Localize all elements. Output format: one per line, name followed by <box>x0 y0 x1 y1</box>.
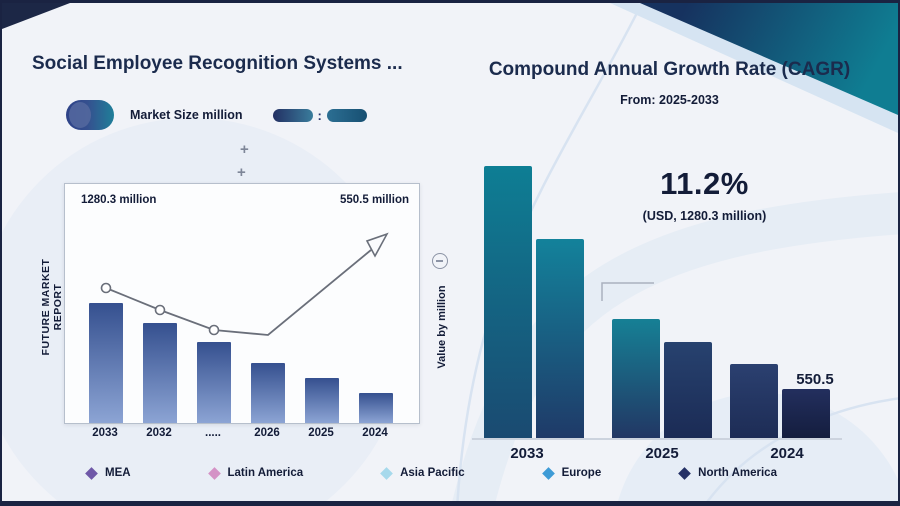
plus-decoration: + <box>237 164 246 181</box>
left-chart-title: Social Employee Recognition Systems ... <box>32 53 403 74</box>
value-label-2024: 550.5 <box>796 371 834 388</box>
left-bar <box>305 378 339 423</box>
database-icon <box>66 100 114 130</box>
legend-label: MEA <box>105 467 131 479</box>
right-bars <box>472 163 842 440</box>
left-chart-panel: 1280.3 million 550.5 million <box>64 183 420 424</box>
value-by-million-label: Value by million <box>436 285 448 369</box>
left-axis-label: 2024 <box>362 427 388 439</box>
market-size-label: Market Size million <box>130 108 243 122</box>
right-bar-2025 <box>664 342 712 438</box>
legend-item-mea: MEA <box>85 466 131 480</box>
right-bar-2025 <box>612 319 660 438</box>
left-bars <box>89 303 393 423</box>
legend-label: Europe <box>561 467 602 479</box>
plus-decoration: + <box>240 141 249 158</box>
legend-pill-icon <box>326 108 367 122</box>
left-x-labels: 2033 2032..... 2026 2025 2024 <box>64 427 420 439</box>
left-axis-label: 2025 <box>308 427 334 439</box>
legend-item-latin-america: Latin America <box>207 466 304 480</box>
future-market-report-label: FUTURE MARKET REPORT <box>40 258 64 356</box>
cagr-value: 11.2% <box>660 166 749 201</box>
legend-label: Latin America <box>227 467 304 479</box>
right-bar-2033 <box>484 166 532 438</box>
market-size-legend: Market Size million : <box>66 98 367 132</box>
right-bar-2033 <box>536 239 584 438</box>
right-axis-label: 2033 <box>510 445 544 462</box>
left-axis-label: ..... <box>205 427 221 439</box>
left-axis-label: 2032 <box>146 427 172 439</box>
diamond-icon <box>541 466 555 480</box>
right-chart-title: Compound Annual Growth Rate (CAGR) <box>488 59 851 80</box>
cagr-caption: (USD, 1280.3 million) <box>642 209 767 223</box>
step-bracket-decoration <box>601 282 654 301</box>
left-bar <box>143 323 177 423</box>
region-legend: MEA Latin America Asia Pacific Europe North … <box>85 466 777 480</box>
left-bar <box>197 342 231 423</box>
right-axis-label: 2024 <box>770 445 804 462</box>
left-chart-min-value: 550.5 million <box>339 194 409 206</box>
right-bar-2024 <box>730 364 778 438</box>
diamond-icon <box>380 466 393 480</box>
left-bar <box>251 363 285 423</box>
legend-colon: : <box>317 107 322 123</box>
legend-label: Asia Pacific <box>400 467 465 479</box>
diamond-icon <box>678 466 692 480</box>
legend-label: North America <box>698 467 777 479</box>
legend-pill-icon <box>272 108 313 122</box>
diamond-icon <box>85 466 98 480</box>
left-axis-label: 2033 <box>92 427 118 439</box>
left-bar <box>359 393 393 423</box>
right-bar-2024 <box>782 389 830 438</box>
legend-item-europe: Europe <box>541 466 602 480</box>
legend-item-north-america: North America <box>678 466 777 480</box>
legend-item-asia-pacific: Asia Pacific <box>380 466 465 480</box>
cagr-callout: 11.2% (USD, 1280.3 million) <box>597 166 812 223</box>
circle-minus-icon <box>432 253 448 269</box>
left-bar <box>89 303 123 423</box>
right-axis-label: 2025 <box>645 445 679 462</box>
diamond-icon <box>207 466 221 480</box>
right-chart-subtitle: From: 2025-2033 <box>620 93 719 107</box>
left-chart-max-value: 1280.3 million <box>81 194 157 206</box>
right-x-labels: 2033 2025 2024 <box>472 445 842 467</box>
left-axis-label: 2026 <box>254 427 280 439</box>
